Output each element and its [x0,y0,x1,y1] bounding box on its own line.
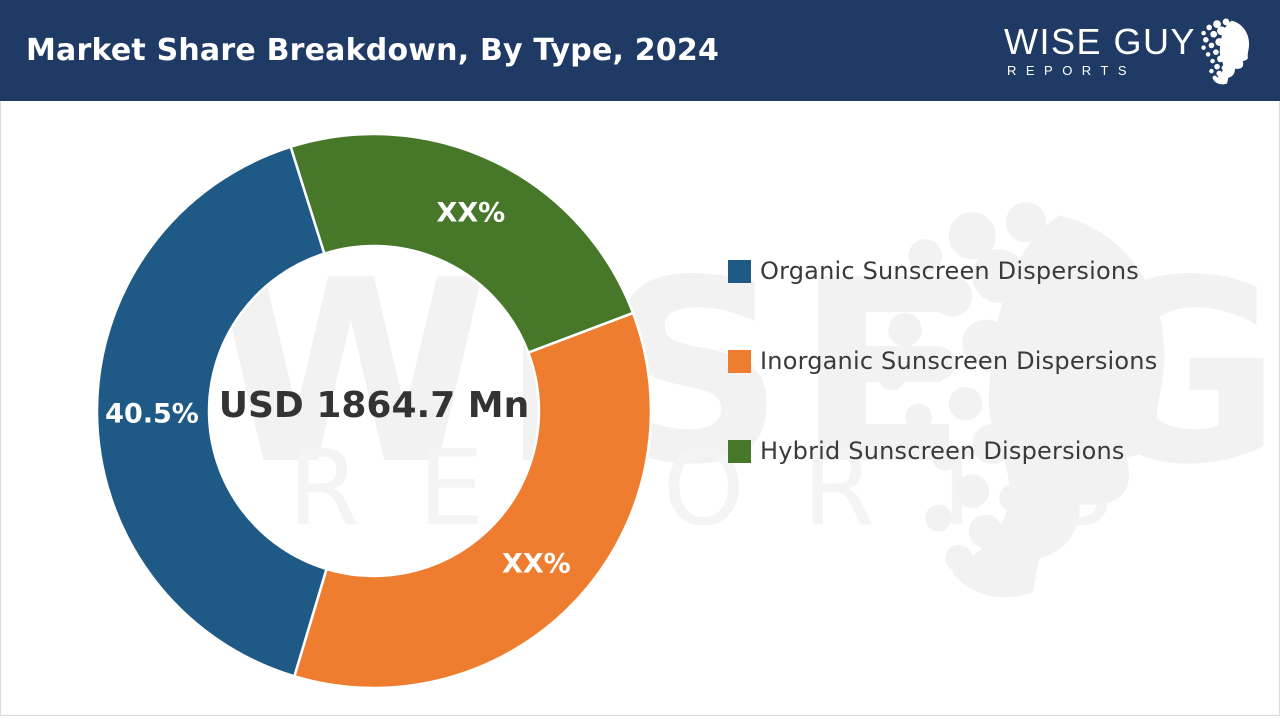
legend-swatch-hybrid [728,439,751,463]
slice-label-2: XX% [437,197,506,228]
slice-label-0: 40.5% [105,399,199,430]
legend-swatch-inorganic [728,349,751,373]
logo-subtitle: REPORTS [1006,63,1137,78]
legend-item-hybrid: Hybrid Sunscreen Dispersions [728,435,1157,467]
page-title: Market Share Breakdown, By Type, 2024 [26,33,720,68]
logo-face-icon [1201,18,1250,84]
legend-item-organic: Organic Sunscreen Dispersions [728,255,1157,287]
wise-guy-logo: WISE GUY REPORTS [1004,17,1254,85]
header-bar: Market Share Breakdown, By Type, 2024 WI… [0,0,1280,101]
logo-text: WISE GUY REPORTS [1003,21,1196,78]
legend-label: Hybrid Sunscreen Dispersions [760,437,1125,465]
legend-label: Inorganic Sunscreen Dispersions [760,347,1158,375]
chart-center-value: USD 1864.7 Mn [218,385,530,426]
chart-legend: Organic Sunscreen Dispersions Inorganic … [728,255,1157,525]
legend-label: Organic Sunscreen Dispersions [760,257,1139,285]
legend-item-inorganic: Inorganic Sunscreen Dispersions [728,345,1157,377]
slice-label-1: XX% [502,548,571,579]
logo-wordmark: WISE GUY [1003,21,1196,62]
donut-slice-2 [289,132,635,354]
legend-swatch-organic [728,259,751,283]
donut-slice-1 [293,311,653,690]
donut-slice-0 [95,145,328,678]
